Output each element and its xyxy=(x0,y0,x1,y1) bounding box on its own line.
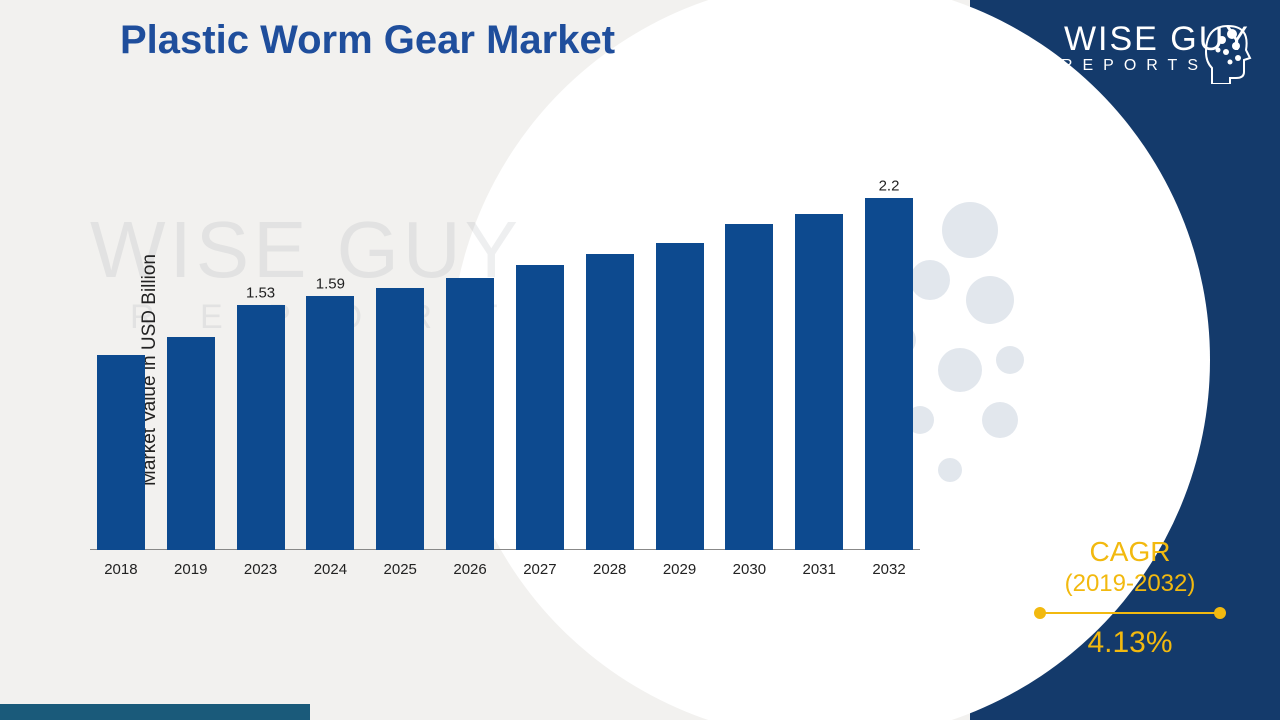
x-tick-label: 2031 xyxy=(794,561,844,578)
bar-wrap xyxy=(445,278,495,550)
x-tick-label: 2030 xyxy=(724,561,774,578)
bar-value-label: 2.2 xyxy=(879,178,900,195)
bar-wrap: 1.59 xyxy=(305,296,355,550)
x-tick-label: 2032 xyxy=(864,561,914,578)
bar xyxy=(865,198,913,550)
bar-wrap xyxy=(515,265,565,550)
bar-wrap xyxy=(375,288,425,550)
bar xyxy=(586,254,634,550)
bar-wrap xyxy=(96,355,146,550)
page: WISE GUY R E P O R T S Plastic Worm Gear… xyxy=(0,0,1280,720)
bar xyxy=(795,214,843,550)
x-tick-label: 2024 xyxy=(305,561,355,578)
bar-chart: Market Value in USD Billion 1.531.592.2 … xyxy=(70,150,930,590)
chart-title: Plastic Worm Gear Market xyxy=(120,18,615,63)
bar-wrap xyxy=(166,337,216,550)
x-tick-label: 2023 xyxy=(236,561,286,578)
cagr-divider xyxy=(1040,612,1220,614)
bar-value-label: 1.53 xyxy=(246,285,275,302)
cagr-label: CAGR xyxy=(1020,536,1240,568)
x-tick-label: 2026 xyxy=(445,561,495,578)
bar xyxy=(446,278,494,550)
bottom-accent-bar xyxy=(0,704,310,720)
bar-wrap xyxy=(655,243,705,550)
x-tick-label: 2018 xyxy=(96,561,146,578)
bar xyxy=(237,305,285,550)
bar-wrap xyxy=(585,254,635,550)
bar-wrap xyxy=(794,214,844,550)
x-tick-label: 2027 xyxy=(515,561,565,578)
x-tick-label: 2025 xyxy=(375,561,425,578)
cagr-box: CAGR (2019-2032) 4.13% xyxy=(1020,536,1240,660)
bar xyxy=(376,288,424,550)
bar xyxy=(725,224,773,550)
bar xyxy=(516,265,564,550)
bars-container: 1.53 1.59 2.2 xyxy=(90,150,920,550)
x-tick-label: 2028 xyxy=(585,561,635,578)
brand-head-icon xyxy=(1196,20,1252,84)
brand-block: WISE GUY REPORTS xyxy=(990,20,1250,75)
bar xyxy=(97,355,145,550)
x-labels-container: 2018 2019 2023 2024 2025 2026 2027 2028 2029 2030… xyxy=(90,561,920,578)
bar xyxy=(167,337,215,550)
bar xyxy=(306,296,354,550)
bar-wrap: 1.53 xyxy=(236,305,286,550)
cagr-range: (2019-2032) xyxy=(1020,570,1240,598)
bar-wrap xyxy=(724,224,774,550)
bar-value-label: 1.59 xyxy=(316,275,345,292)
cagr-value: 4.13% xyxy=(1020,626,1240,660)
x-tick-label: 2029 xyxy=(655,561,705,578)
x-tick-label: 2019 xyxy=(166,561,216,578)
bar xyxy=(656,243,704,550)
bar-wrap: 2.2 xyxy=(864,198,914,550)
